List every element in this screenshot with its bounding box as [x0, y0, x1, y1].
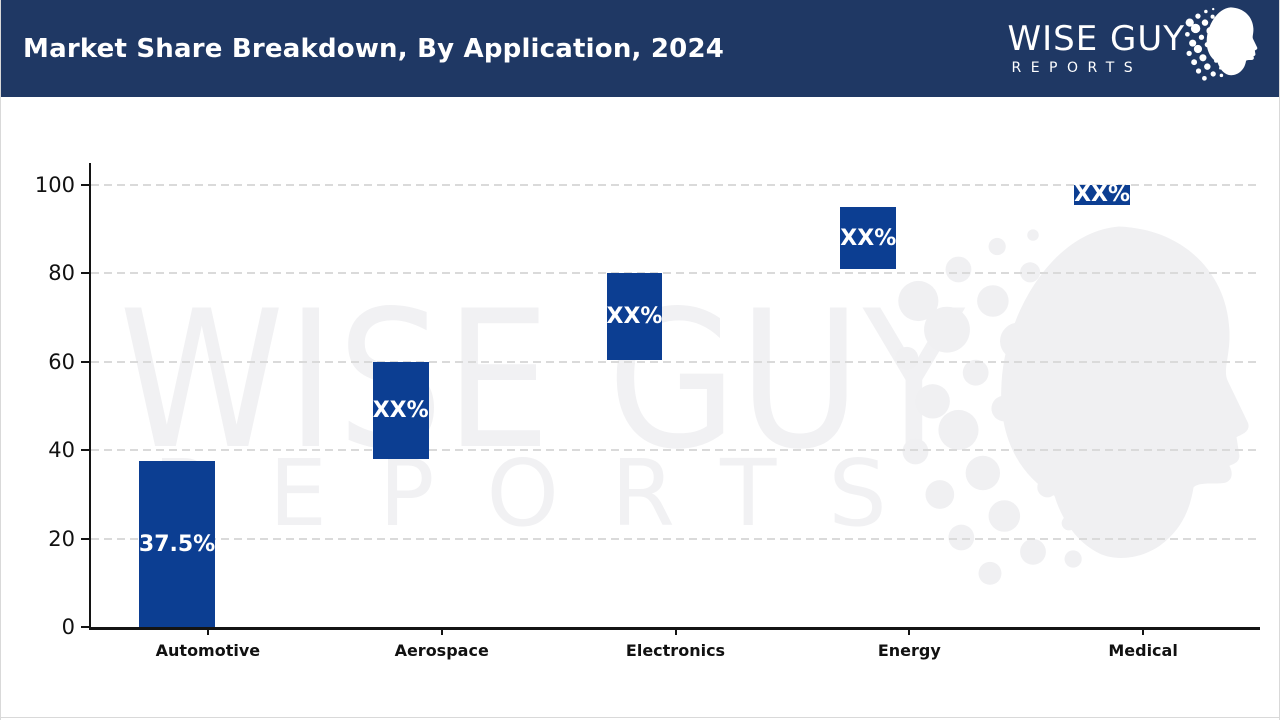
bar-value-label: XX% — [840, 225, 897, 251]
x-axis-tick-mark — [440, 627, 443, 635]
bar-aerospace: XX% — [372, 361, 429, 460]
logo-wordmark: WISE GUY — [1007, 19, 1185, 59]
gridline-40 — [91, 449, 1260, 452]
bar-electronics: XX% — [606, 273, 663, 360]
x-axis-tick-mark — [908, 627, 911, 635]
y-axis-tick-label: 20 — [48, 526, 75, 551]
x-axis-category-label: Medical — [1108, 641, 1178, 660]
y-axis-tick-mark — [81, 360, 89, 363]
y-axis-tick-label: 0 — [61, 615, 75, 639]
header-band: Market Share Breakdown, By Application, … — [1, 0, 1279, 97]
x-axis-category-label: Energy — [877, 641, 941, 660]
y-axis-tick-mark — [81, 184, 89, 186]
gridline-100 — [91, 184, 1260, 186]
x-axis-category-label: Automotive — [155, 641, 261, 660]
bar-value-label: 37.5% — [138, 531, 216, 557]
gridline-80 — [91, 272, 1260, 275]
watermark-subtitle: REPORTS — [153, 440, 939, 547]
logo-head-icon — [1185, 6, 1258, 81]
bottom-border-line — [1, 717, 1279, 718]
bar-value-label: XX% — [372, 397, 429, 423]
y-axis-tick-label: 40 — [48, 438, 75, 463]
x-axis-category-label: Aerospace — [394, 641, 489, 660]
watermark-wordmark: WISE GUY — [119, 270, 967, 491]
gridline-20 — [91, 537, 1260, 540]
wise-guy-logo: WISE GUY REPORTS — [1007, 5, 1265, 93]
x-axis-tick-mark — [674, 627, 677, 635]
x-axis-tick-mark — [1142, 627, 1145, 635]
bar-value-label: XX% — [1074, 182, 1131, 208]
x-axis-tick-mark — [206, 627, 209, 635]
bar-energy: XX% — [840, 207, 897, 269]
y-axis-tick-mark — [81, 449, 89, 452]
y-axis-tick-label: 60 — [48, 349, 75, 374]
gridline-60 — [91, 360, 1260, 363]
bar-value-label: XX% — [606, 304, 663, 329]
logo-subtitle: REPORTS — [1011, 60, 1143, 76]
y-axis-tick-label: 80 — [48, 261, 75, 286]
plot-area: 0 20 40 60 80 100 37.5% Automotive XX% Aerospace X… — [35, 163, 1260, 660]
y-axis-tick-mark — [81, 537, 89, 540]
bar-medical: XX% — [1074, 182, 1131, 208]
bar-automotive: 37.5% — [138, 461, 216, 627]
x-axis-category-label: Electronics — [625, 641, 726, 660]
y-axis-tick-label: 100 — [34, 173, 75, 197]
y-axis-tick-mark — [81, 272, 89, 275]
page-title: Market Share Breakdown, By Application, … — [23, 33, 725, 64]
y-axis-tick-mark — [81, 626, 89, 628]
